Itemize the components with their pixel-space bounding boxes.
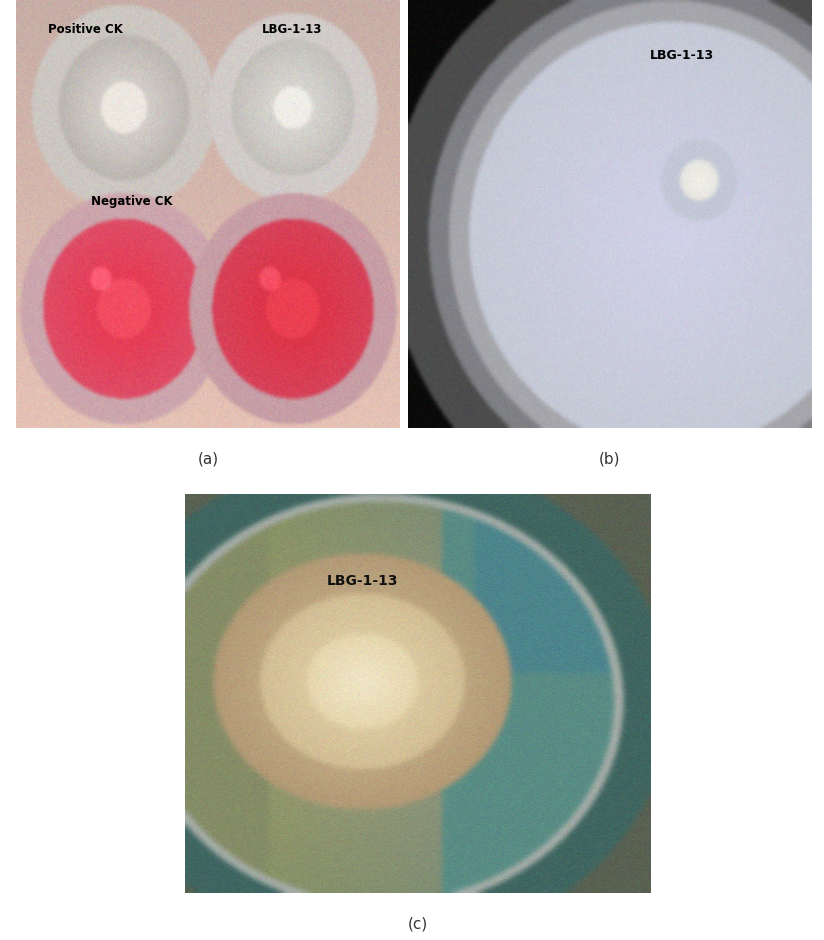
Text: LBG-1-13: LBG-1-13: [326, 574, 398, 588]
Text: Positive CK: Positive CK: [48, 24, 123, 37]
Text: LBG-1-13: LBG-1-13: [650, 49, 714, 62]
Text: (b): (b): [599, 451, 620, 466]
Text: (a): (a): [198, 451, 218, 466]
Text: LBG-1-13: LBG-1-13: [262, 24, 322, 37]
Text: (c): (c): [408, 916, 428, 932]
Text: Negative CK: Negative CK: [91, 195, 172, 208]
